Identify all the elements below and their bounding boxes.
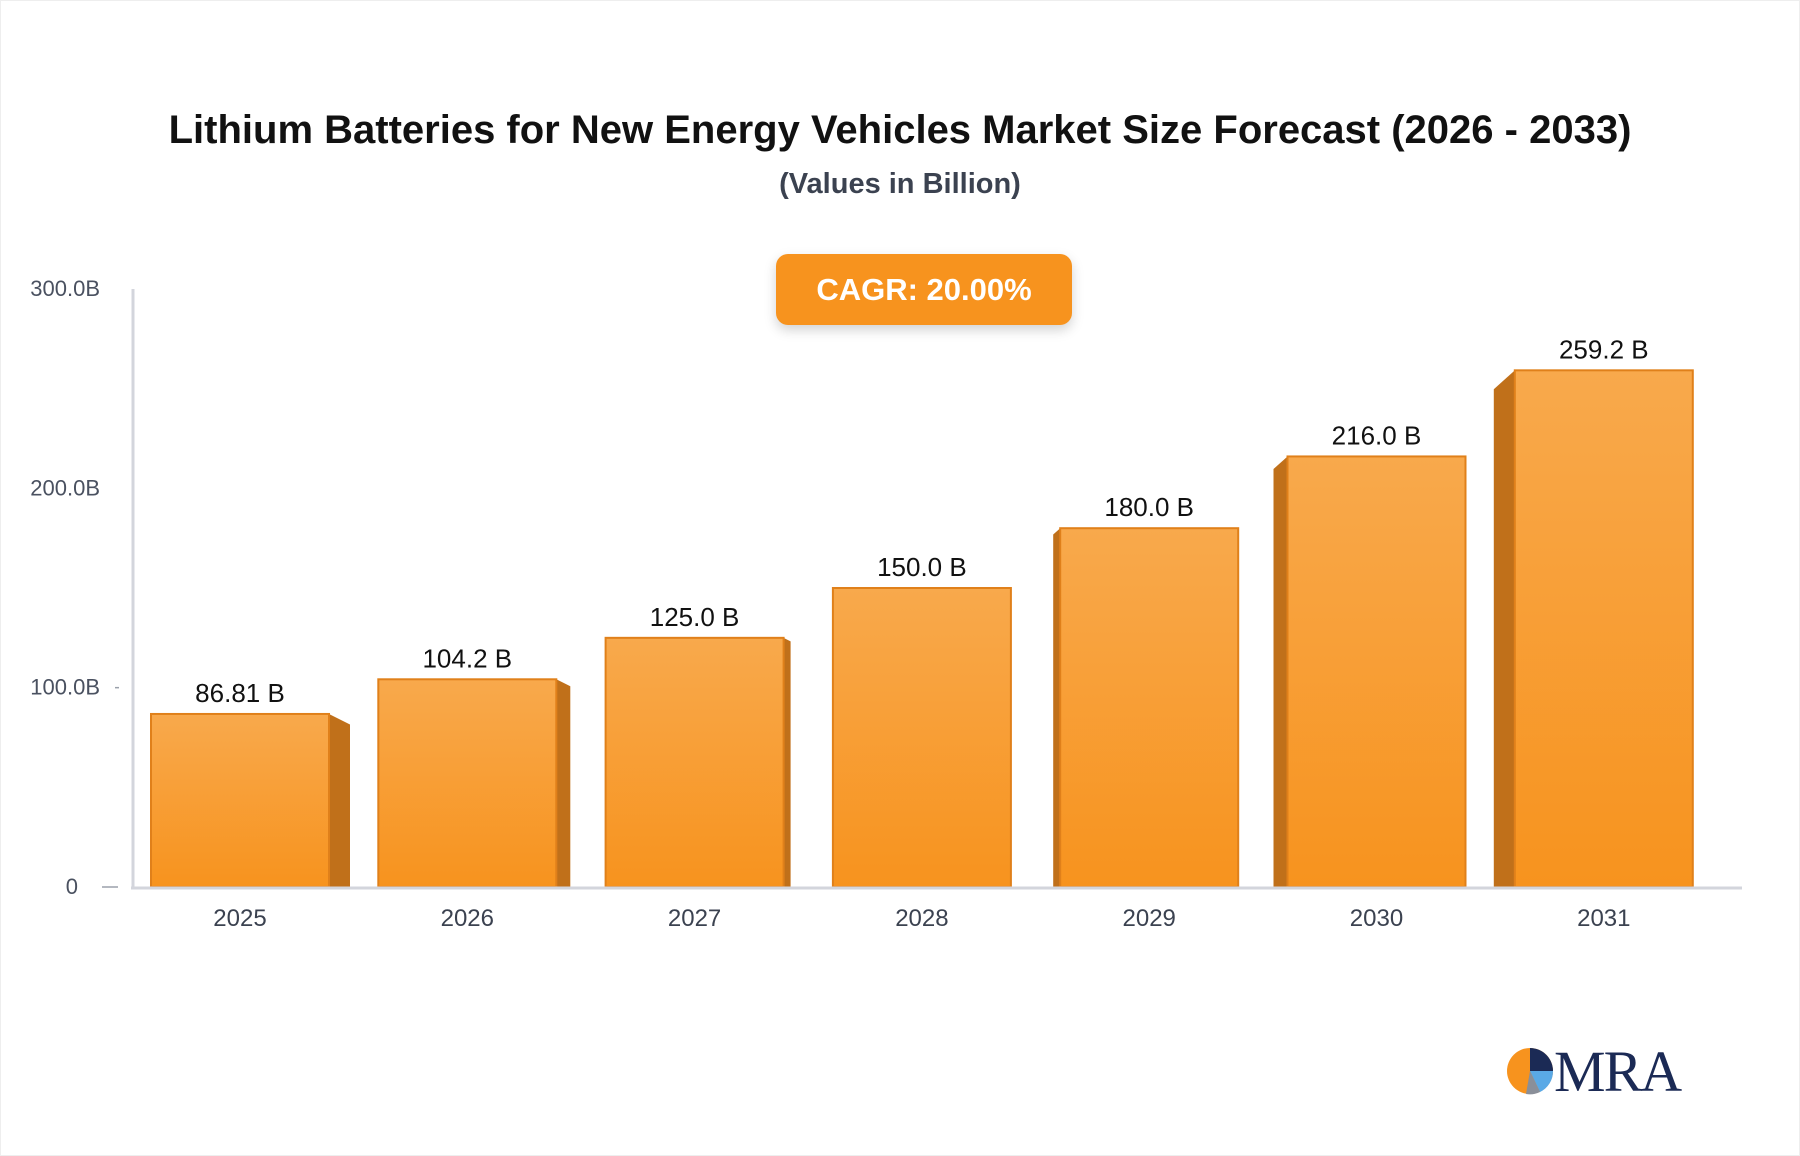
bar-side (1273, 456, 1288, 887)
logo-text: MRA (1554, 1039, 1682, 1104)
bar-2031: 259.2 B (1493, 334, 1694, 888)
y-tick-label: 300.0B (30, 276, 100, 301)
bar-front (1513, 369, 1694, 888)
bar-2027: 125.0 B (604, 602, 791, 888)
chart-title: Lithium Batteries for New Energy Vehicle… (168, 108, 1632, 152)
x-tick-label: 2028 (895, 905, 948, 932)
bar-2029: 180.0 B (1053, 492, 1240, 888)
bar-side (329, 713, 350, 887)
bar-side (783, 637, 791, 887)
mra-logo: MRA (1506, 1039, 1696, 1104)
chart-subtitle: (Values in Billion) (779, 168, 1021, 200)
bar-front (377, 678, 558, 889)
data-label: 150.0 B (877, 552, 967, 582)
bar-side (1493, 370, 1515, 887)
x-tick-label: 2026 (441, 905, 494, 932)
data-label: 259.2 B (1559, 334, 1649, 364)
bar-2026: 104.2 B (377, 643, 571, 889)
bar-front (831, 587, 1012, 888)
bar-side (556, 679, 571, 887)
data-label: 104.2 B (422, 643, 512, 673)
logo-pie-icon (1507, 1048, 1554, 1095)
cagr-badge: CAGR: 20.00% (776, 254, 1072, 325)
y-tick-label: 0 (66, 874, 78, 899)
y-tick-label: 200.0B (30, 475, 100, 500)
bar-front (604, 636, 785, 888)
bar-front (1059, 527, 1240, 888)
x-tick-label: 2025 (213, 905, 266, 932)
bar-front (150, 712, 330, 888)
bar-front (1286, 455, 1467, 888)
bar-2028: 150.0 B (831, 552, 1012, 888)
x-tick-label: 2029 (1123, 905, 1176, 932)
data-label: 86.81 B (195, 678, 285, 708)
x-tick-label: 2030 (1350, 905, 1403, 932)
y-tick-label: 100.0B (30, 675, 100, 700)
bar-2025: 86.81 B (150, 678, 350, 888)
bar-2030: 216.0 B (1273, 420, 1467, 888)
bar-side (1053, 528, 1061, 887)
x-tick-label: 2031 (1577, 905, 1630, 932)
data-label: 125.0 B (650, 602, 740, 632)
data-label: 180.0 B (1104, 492, 1194, 522)
x-tick-label: 2027 (668, 905, 721, 932)
data-label: 216.0 B (1332, 420, 1422, 450)
